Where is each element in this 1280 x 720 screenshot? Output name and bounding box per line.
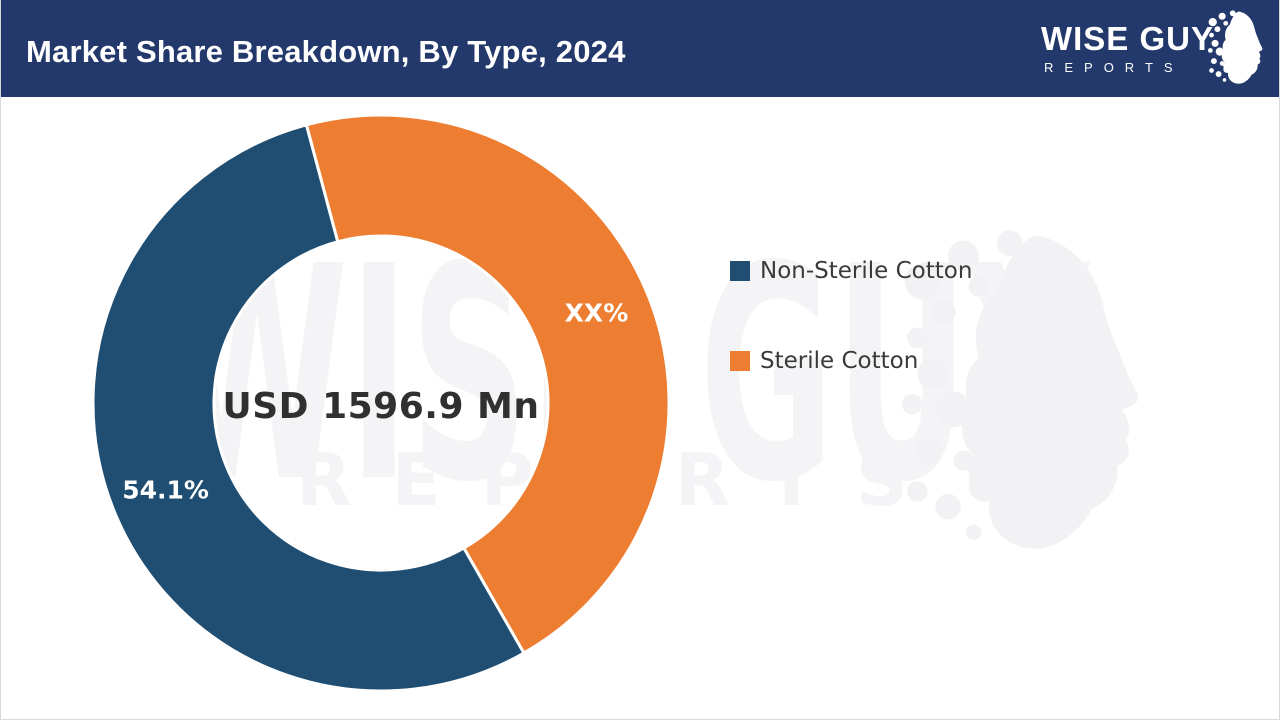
- brand-face-icon: [1208, 10, 1263, 84]
- donut-segment-0: [93, 123, 526, 691]
- chart-legend: Non-Sterile Cotton Sterile Cotton: [730, 257, 972, 375]
- segment-label-0: 54.1%: [122, 476, 209, 505]
- legend-swatch-non-sterile: [730, 261, 750, 281]
- header-bar: Market Share Breakdown, By Type, 2024 WI…: [1, 0, 1279, 97]
- legend-item-sterile: Sterile Cotton: [730, 347, 972, 375]
- legend-label-sterile: Sterile Cotton: [760, 348, 919, 374]
- chart-center-value: USD 1596.9 Mn: [222, 386, 540, 427]
- donut-chart: 54.1% XX%: [93, 115, 669, 691]
- donut-segment-1: [304, 115, 669, 655]
- brand-logo: WISE GUY REPORTS: [1041, 9, 1267, 86]
- brand-text: WISE GUY REPORTS: [1040, 19, 1214, 75]
- page-title: Market Share Breakdown, By Type, 2024: [26, 34, 626, 69]
- brand-subtitle: REPORTS: [1043, 59, 1184, 75]
- legend-label-non-sterile: Non-Sterile Cotton: [760, 258, 973, 284]
- watermark-face-icon: [902, 230, 1138, 549]
- legend-item-non-sterile: Non-Sterile Cotton: [730, 257, 972, 285]
- segment-label-1: XX%: [565, 298, 629, 327]
- legend-swatch-sterile: [730, 351, 750, 371]
- brand-name: WISE GUY: [1040, 19, 1214, 57]
